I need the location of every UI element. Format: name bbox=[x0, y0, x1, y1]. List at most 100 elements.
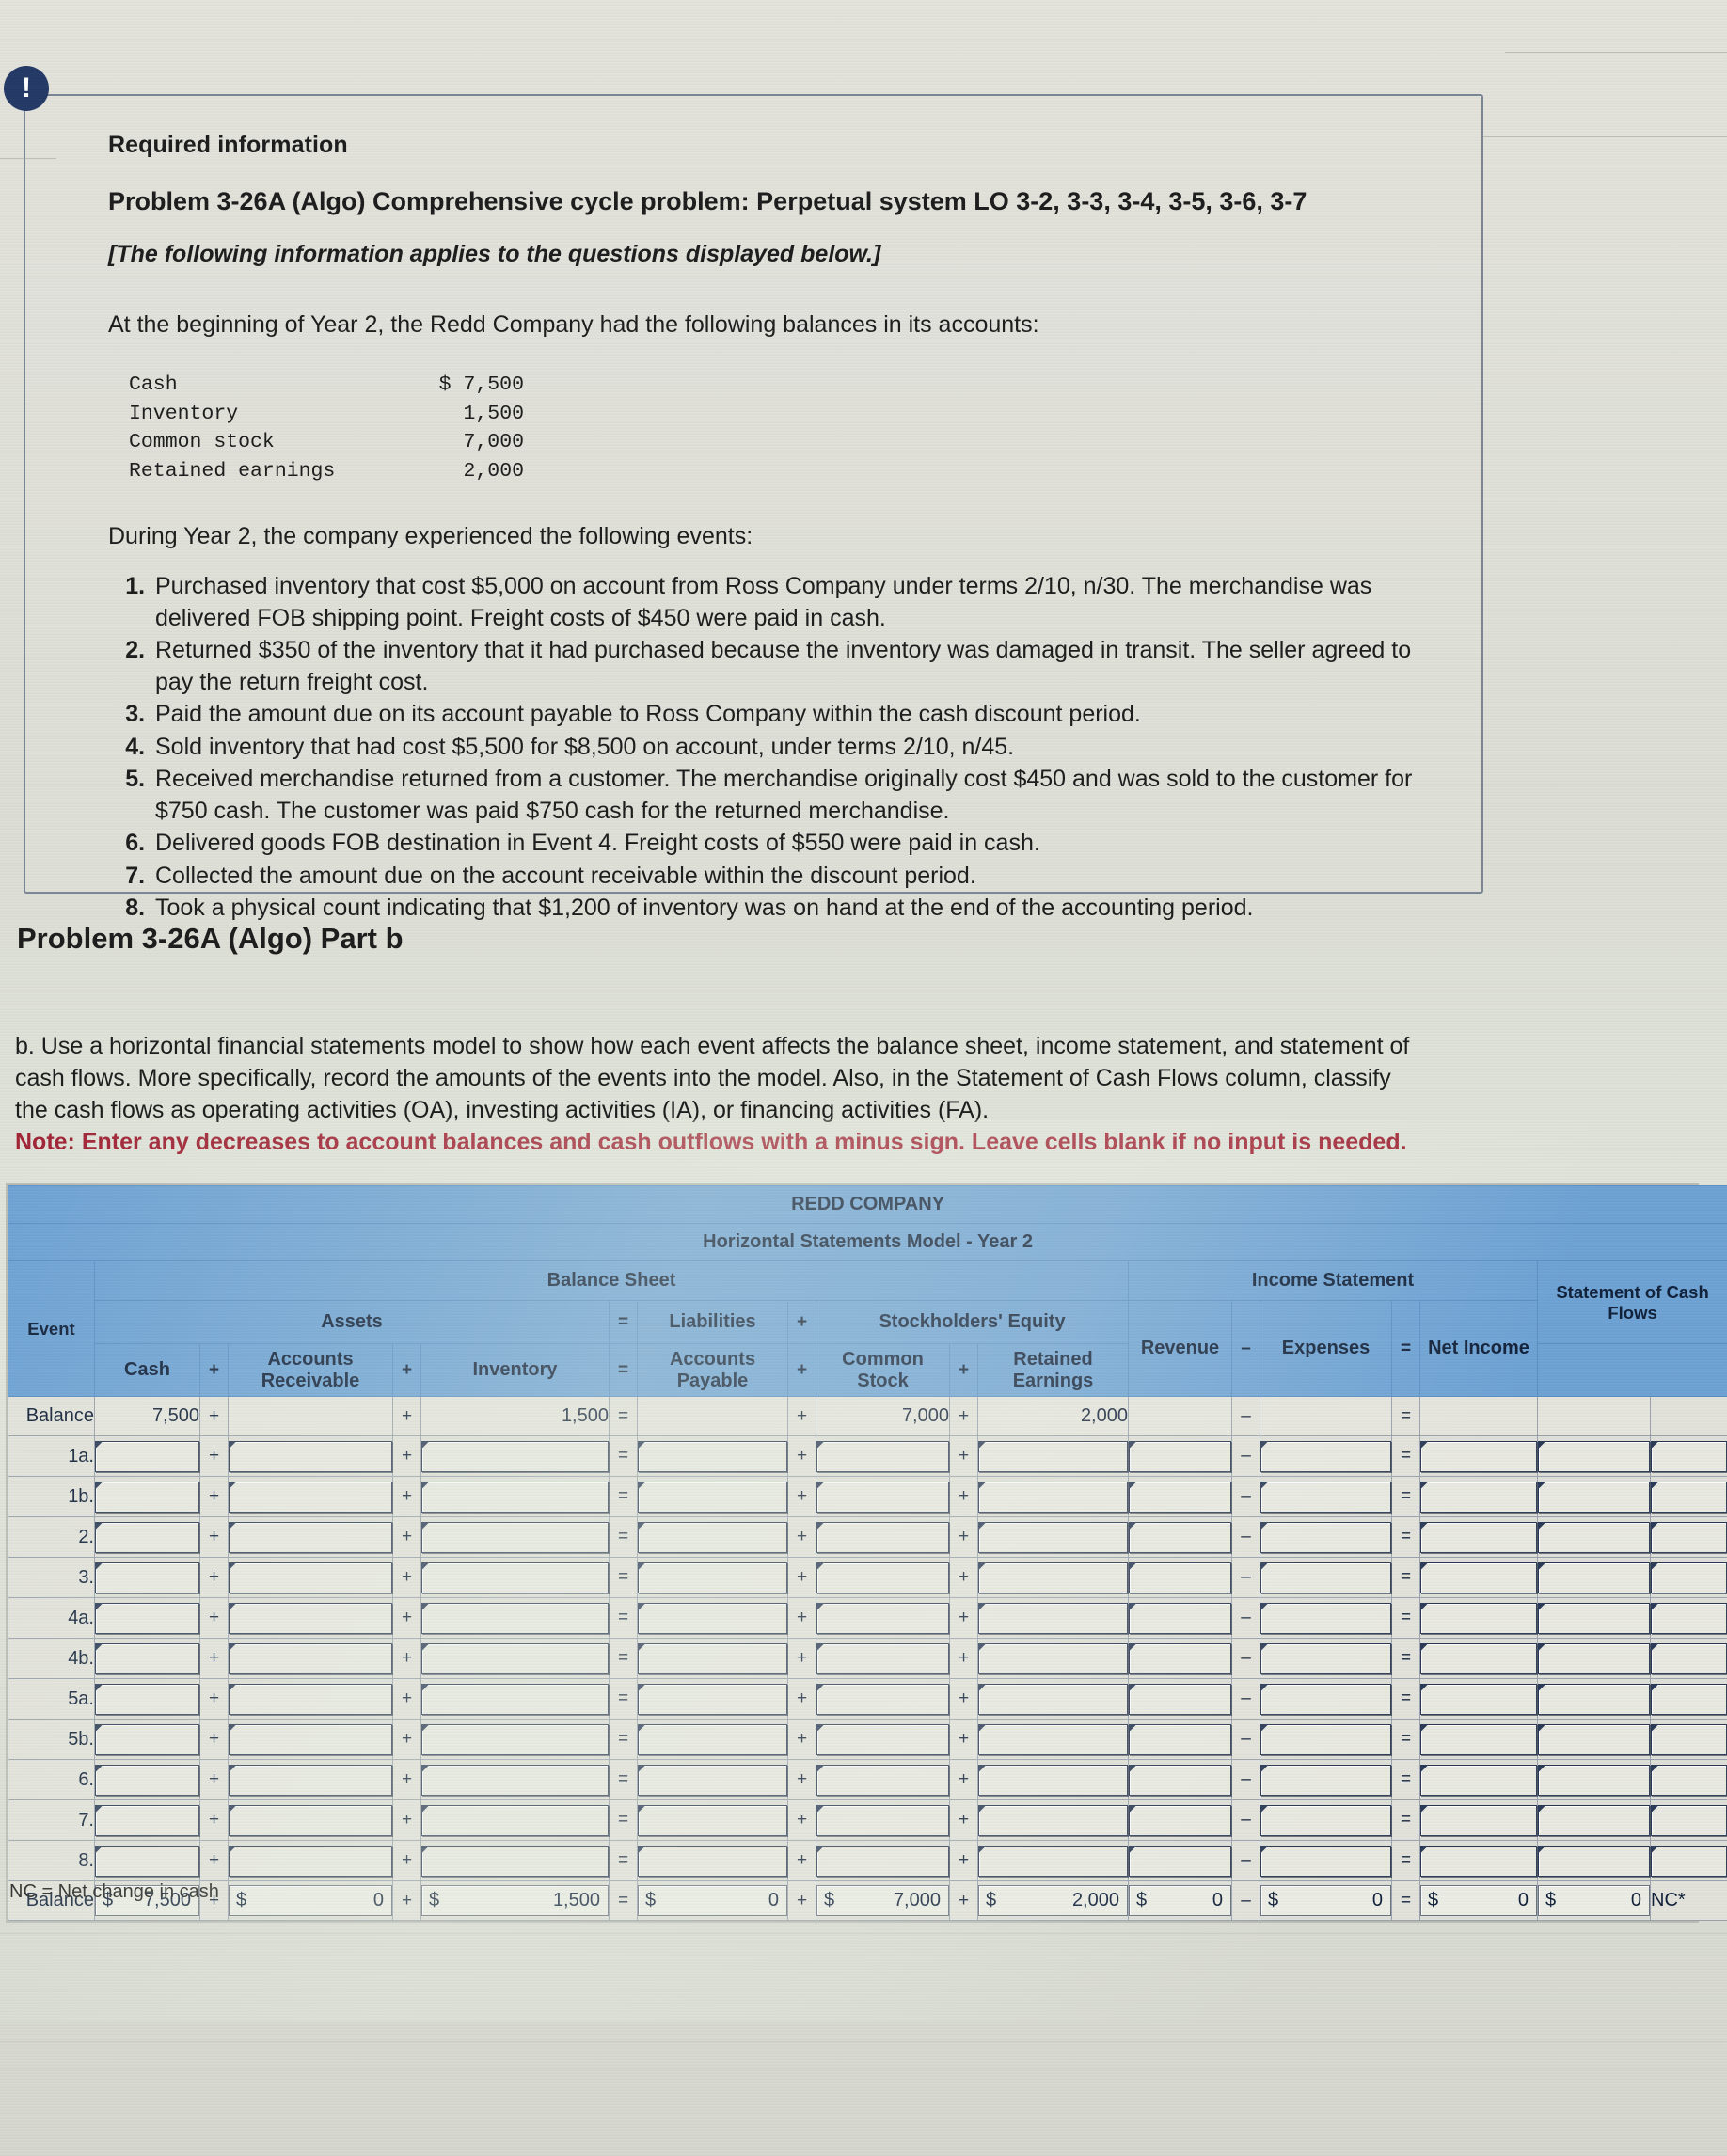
cash-flow-class-input[interactable] bbox=[1651, 1845, 1727, 1877]
net-income-cell[interactable] bbox=[1419, 1840, 1538, 1881]
revenue-input[interactable] bbox=[1129, 1602, 1231, 1634]
inventory-cell[interactable] bbox=[420, 1435, 610, 1477]
accounts-payable-input[interactable] bbox=[638, 1683, 787, 1715]
common-stock-cell[interactable] bbox=[816, 1840, 950, 1881]
cash-input[interactable] bbox=[95, 1521, 199, 1553]
retained-earnings-input[interactable] bbox=[978, 1562, 1128, 1593]
revenue-input[interactable] bbox=[1129, 1683, 1231, 1715]
expenses-cell[interactable] bbox=[1260, 1759, 1392, 1800]
retained-earnings-cell[interactable] bbox=[977, 1638, 1129, 1679]
cash-flow-amount-input[interactable] bbox=[1538, 1521, 1650, 1553]
cash-flow-class-cell[interactable] bbox=[1649, 1476, 1727, 1517]
common-stock-input[interactable] bbox=[816, 1764, 949, 1796]
event-row[interactable]: 6. + + = + + – = bbox=[8, 1759, 1727, 1800]
accounts-payable-input[interactable] bbox=[638, 1440, 787, 1472]
cash-cell[interactable] bbox=[94, 1557, 200, 1598]
revenue-cell[interactable] bbox=[1128, 1557, 1232, 1598]
inventory-input[interactable] bbox=[421, 1642, 609, 1674]
cash-cell[interactable] bbox=[94, 1799, 200, 1841]
cash-cell[interactable] bbox=[94, 1476, 200, 1517]
inventory-cell[interactable] bbox=[420, 1678, 610, 1720]
expenses-cell[interactable] bbox=[1260, 1719, 1392, 1760]
inventory-cell[interactable] bbox=[420, 1557, 610, 1598]
cash-flow-class-cell[interactable] bbox=[1649, 1678, 1727, 1720]
common-stock-cell[interactable] bbox=[816, 1476, 950, 1517]
inventory-cell[interactable] bbox=[420, 1476, 610, 1517]
inventory-input[interactable] bbox=[421, 1764, 609, 1796]
event-row[interactable]: 3. + + = + + – = bbox=[8, 1557, 1727, 1598]
cash-flow-amount-cell[interactable] bbox=[1537, 1516, 1651, 1558]
retained-earnings-cell[interactable] bbox=[977, 1435, 1129, 1477]
cash-flow-class-input[interactable] bbox=[1651, 1764, 1727, 1796]
revenue-cell[interactable] bbox=[1128, 1840, 1232, 1881]
revenue-cell[interactable] bbox=[1128, 1597, 1232, 1639]
inventory-input[interactable] bbox=[421, 1804, 609, 1836]
cash-flow-class-input[interactable] bbox=[1651, 1481, 1727, 1513]
net-income-input[interactable] bbox=[1420, 1642, 1537, 1674]
retained-earnings-input[interactable] bbox=[978, 1440, 1128, 1472]
inventory-cell[interactable] bbox=[420, 1597, 610, 1639]
cash-flow-class-cell[interactable] bbox=[1649, 1557, 1727, 1598]
revenue-cell[interactable] bbox=[1128, 1476, 1232, 1517]
net-income-cell[interactable] bbox=[1419, 1435, 1538, 1477]
inventory-input[interactable] bbox=[421, 1440, 609, 1472]
common-stock-input[interactable] bbox=[816, 1481, 949, 1513]
cash-input[interactable] bbox=[95, 1804, 199, 1836]
accounts-receivable-input[interactable] bbox=[229, 1642, 392, 1674]
cash-flow-amount-cell[interactable] bbox=[1537, 1840, 1651, 1881]
accounts-receivable-input[interactable] bbox=[229, 1481, 392, 1513]
retained-earnings-input[interactable] bbox=[978, 1723, 1128, 1755]
cash-input[interactable] bbox=[95, 1723, 199, 1755]
common-stock-cell[interactable] bbox=[816, 1799, 950, 1841]
accounts-payable-input[interactable] bbox=[638, 1845, 787, 1877]
retained-earnings-cell[interactable] bbox=[977, 1840, 1129, 1881]
accounts-receivable-cell[interactable] bbox=[228, 1638, 393, 1679]
net-income-input[interactable] bbox=[1420, 1845, 1537, 1877]
expenses-cell[interactable] bbox=[1260, 1638, 1392, 1679]
inventory-cell[interactable] bbox=[420, 1719, 610, 1760]
accounts-receivable-input[interactable] bbox=[229, 1521, 392, 1553]
common-stock-input[interactable] bbox=[816, 1723, 949, 1755]
revenue-input[interactable] bbox=[1129, 1521, 1231, 1553]
revenue-cell[interactable] bbox=[1128, 1435, 1232, 1477]
revenue-cell[interactable] bbox=[1128, 1799, 1232, 1841]
cash-cell[interactable] bbox=[94, 1516, 200, 1558]
retained-earnings-cell[interactable] bbox=[977, 1719, 1129, 1760]
cash-flow-class-cell[interactable] bbox=[1649, 1840, 1727, 1881]
cash-flow-amount-input[interactable] bbox=[1538, 1845, 1650, 1877]
retained-earnings-input[interactable] bbox=[978, 1602, 1128, 1634]
accounts-receivable-cell[interactable] bbox=[228, 1557, 393, 1598]
accounts-receivable-input[interactable] bbox=[229, 1562, 392, 1593]
accounts-receivable-cell[interactable] bbox=[228, 1759, 393, 1800]
expenses-input[interactable] bbox=[1260, 1602, 1391, 1634]
expenses-cell[interactable] bbox=[1260, 1476, 1392, 1517]
cash-flow-class-cell[interactable] bbox=[1649, 1516, 1727, 1558]
common-stock-input[interactable] bbox=[816, 1845, 949, 1877]
common-stock-input[interactable] bbox=[816, 1562, 949, 1593]
cash-input[interactable] bbox=[95, 1481, 199, 1513]
net-income-input[interactable] bbox=[1420, 1521, 1537, 1553]
cash-flow-class-input[interactable] bbox=[1651, 1521, 1727, 1553]
accounts-receivable-input[interactable] bbox=[229, 1602, 392, 1634]
cash-flow-class-cell[interactable] bbox=[1649, 1719, 1727, 1760]
expenses-cell[interactable] bbox=[1260, 1678, 1392, 1720]
accounts-receivable-input[interactable] bbox=[229, 1683, 392, 1715]
retained-earnings-cell[interactable] bbox=[977, 1476, 1129, 1517]
net-income-input[interactable] bbox=[1420, 1723, 1537, 1755]
net-income-cell[interactable] bbox=[1419, 1678, 1538, 1720]
net-income-cell[interactable] bbox=[1419, 1557, 1538, 1598]
net-income-input[interactable] bbox=[1420, 1602, 1537, 1634]
cash-flow-amount-cell[interactable] bbox=[1537, 1719, 1651, 1760]
retained-earnings-input[interactable] bbox=[978, 1804, 1128, 1836]
net-income-input[interactable] bbox=[1420, 1804, 1537, 1836]
accounts-payable-input[interactable] bbox=[638, 1723, 787, 1755]
common-stock-cell[interactable] bbox=[816, 1759, 950, 1800]
cash-cell[interactable] bbox=[94, 1597, 200, 1639]
revenue-input[interactable] bbox=[1129, 1440, 1231, 1472]
cash-flow-amount-cell[interactable] bbox=[1537, 1435, 1651, 1477]
accounts-payable-cell[interactable] bbox=[637, 1435, 788, 1477]
accounts-receivable-cell[interactable] bbox=[228, 1516, 393, 1558]
common-stock-input[interactable] bbox=[816, 1804, 949, 1836]
expenses-cell[interactable] bbox=[1260, 1840, 1392, 1881]
accounts-payable-cell[interactable] bbox=[637, 1597, 788, 1639]
